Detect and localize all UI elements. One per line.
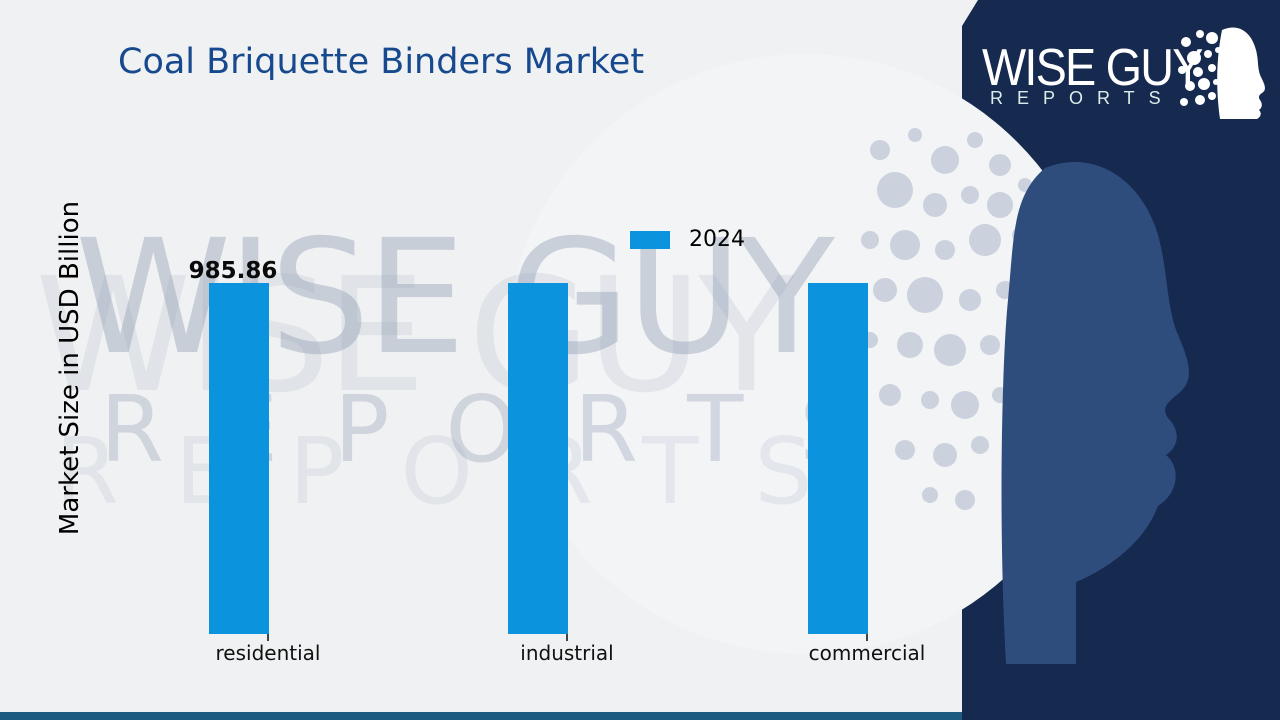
brand-logo-subtitle: REPORTS <box>990 88 1175 108</box>
legend: 2024 <box>630 227 745 252</box>
x-category-label-residential: residential <box>215 641 321 665</box>
page-title: Coal Briquette Binders Market <box>118 42 645 82</box>
bar-value-label: 985.86 <box>188 258 278 284</box>
bar-residential <box>209 283 269 634</box>
background-circle <box>505 54 1105 654</box>
footer-bar <box>0 712 962 720</box>
y-axis-label: Market Size in USD Billion <box>55 200 85 536</box>
brand-head-icon <box>1178 27 1265 120</box>
legend-label: 2024 <box>689 227 745 252</box>
x-tick-commercial <box>866 634 868 641</box>
x-category-label-industrial: industrial <box>520 641 614 665</box>
x-tick-industrial <box>566 634 568 641</box>
x-category-label-commercial: commercial <box>808 641 926 665</box>
brand-logo-wordmark: WISE GUY <box>982 39 1203 97</box>
bar-commercial <box>808 283 868 634</box>
x-tick-residential <box>267 634 269 641</box>
legend-swatch <box>630 230 670 249</box>
bar-industrial <box>508 283 568 634</box>
